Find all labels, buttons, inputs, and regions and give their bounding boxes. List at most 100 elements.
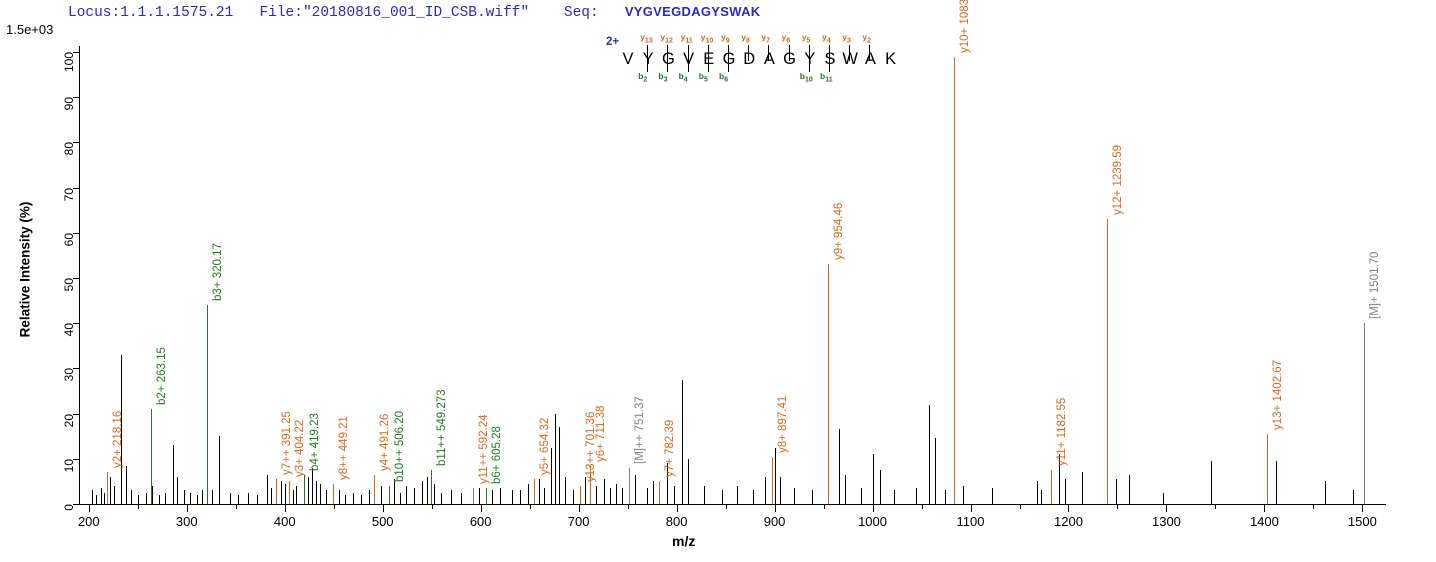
peak-unassigned	[280, 481, 282, 504]
peak-unassigned	[519, 490, 521, 504]
peak-annotated-y	[1051, 470, 1053, 504]
residue-3: G	[661, 50, 675, 68]
peak-unassigned	[345, 494, 347, 504]
x-tick-label: 1300	[1151, 514, 1181, 529]
peak-unassigned	[159, 494, 161, 504]
x-axis-label: m/z	[672, 533, 696, 549]
peak-unassigned	[247, 492, 249, 504]
b-ion-tick	[647, 58, 649, 72]
peak-annotated-precursor	[1364, 323, 1366, 504]
peak-unassigned	[929, 404, 931, 504]
peak-label: y6+ 711.38	[594, 405, 607, 462]
peak-annotated-y	[1107, 219, 1109, 504]
y-tick	[73, 413, 79, 415]
y-tick-label: 80	[62, 142, 76, 156]
y-tick	[73, 368, 79, 370]
peak-annotated-y	[589, 465, 591, 504]
peak-annotated-b	[485, 488, 487, 504]
peak-unassigned	[688, 458, 690, 504]
peak-label: y13+ 1402.67	[1272, 359, 1285, 430]
y-tick	[73, 187, 79, 189]
peak-unassigned	[173, 445, 175, 504]
peak-unassigned	[1064, 479, 1066, 504]
peak-label: b2+ 263.15	[155, 347, 168, 406]
residue-7: D	[741, 50, 757, 69]
x-tick-major	[1264, 504, 1266, 512]
peak-annotated-y	[659, 481, 661, 504]
b-ion-tick	[808, 58, 810, 72]
peak-unassigned	[361, 494, 363, 504]
peak-annotated-y	[579, 485, 581, 504]
x-tick-minor	[1117, 504, 1119, 509]
x-tick-minor	[921, 504, 923, 509]
b-ion-b6: b6	[719, 71, 729, 84]
peak-unassigned	[764, 476, 766, 504]
peak-unassigned	[478, 488, 480, 504]
y-ion-tick	[869, 45, 871, 61]
peak-label: y11++ 592.24	[478, 414, 491, 485]
peak-unassigned	[811, 490, 813, 504]
peak-unassigned	[183, 490, 185, 504]
peak-unassigned	[368, 490, 370, 504]
peak-annotated-y	[954, 56, 956, 504]
peak-unassigned	[780, 476, 782, 504]
y-ion-y4: y4	[822, 32, 831, 45]
x-tick-minor	[1215, 504, 1217, 509]
peak-unassigned	[400, 492, 402, 504]
peak-unassigned	[564, 476, 566, 504]
b-ion-tick	[667, 58, 669, 72]
y-ion-tick	[849, 45, 851, 61]
peak-unassigned	[394, 479, 396, 504]
peak-unassigned	[839, 429, 841, 504]
residue-6: G	[722, 50, 736, 68]
peak-annotated-y	[332, 483, 334, 504]
peak-unassigned	[1082, 472, 1084, 504]
peak-label: b6+ 605.28	[490, 426, 503, 485]
peak-unassigned	[320, 483, 321, 504]
x-axis-line	[79, 504, 1386, 505]
peak-unassigned	[292, 490, 294, 504]
y-tick	[73, 97, 79, 99]
peak-label: y2+ 218.16	[111, 411, 124, 469]
y-tick-label: 60	[62, 232, 76, 247]
peak-label: y9+ 954.46	[832, 203, 845, 261]
intensity-scale-note: 1.5e+03	[6, 22, 54, 37]
peak-unassigned	[992, 488, 994, 504]
peak-annotated-b	[388, 485, 390, 504]
y-ion-tick	[707, 45, 709, 61]
peak-annotated-b	[206, 305, 208, 504]
peak-unassigned	[635, 474, 637, 504]
peak-unassigned	[647, 488, 649, 504]
y-tick	[73, 278, 79, 279]
x-tick-minor	[1019, 504, 1021, 509]
peak-annotated-y	[1267, 433, 1269, 504]
peak-unassigned	[145, 492, 147, 504]
y-ion-tick	[728, 45, 729, 61]
peak-unassigned	[544, 488, 546, 504]
residue-2: Y	[640, 50, 656, 69]
residue-4: V	[681, 50, 697, 69]
residue-14: K	[885, 50, 897, 68]
y-tick-label: 40	[62, 323, 76, 337]
x-tick-label: 500	[371, 514, 394, 529]
peak-unassigned	[872, 454, 874, 504]
peak-unassigned	[441, 492, 443, 504]
peak-unassigned	[451, 490, 453, 504]
peak-unassigned	[380, 485, 382, 504]
peak-annotated-y	[533, 479, 535, 504]
peak-unassigned	[551, 447, 553, 504]
y-tick-label: 90	[62, 97, 76, 111]
peak-label: y8++ 449.21	[337, 415, 350, 480]
peak-unassigned	[1162, 492, 1164, 504]
peak-unassigned	[219, 436, 221, 504]
peak-unassigned	[126, 465, 128, 504]
y-ion-y8: y8	[741, 32, 750, 45]
peak-unassigned	[615, 483, 617, 504]
peak-unassigned	[152, 485, 154, 504]
b-ion-b4: b4	[678, 71, 688, 84]
x-tick-major	[88, 504, 90, 512]
peak-label: y3+ 404.22	[293, 420, 306, 478]
peak-unassigned	[500, 488, 502, 504]
peak-unassigned	[110, 476, 112, 504]
x-tick-major	[578, 504, 580, 512]
